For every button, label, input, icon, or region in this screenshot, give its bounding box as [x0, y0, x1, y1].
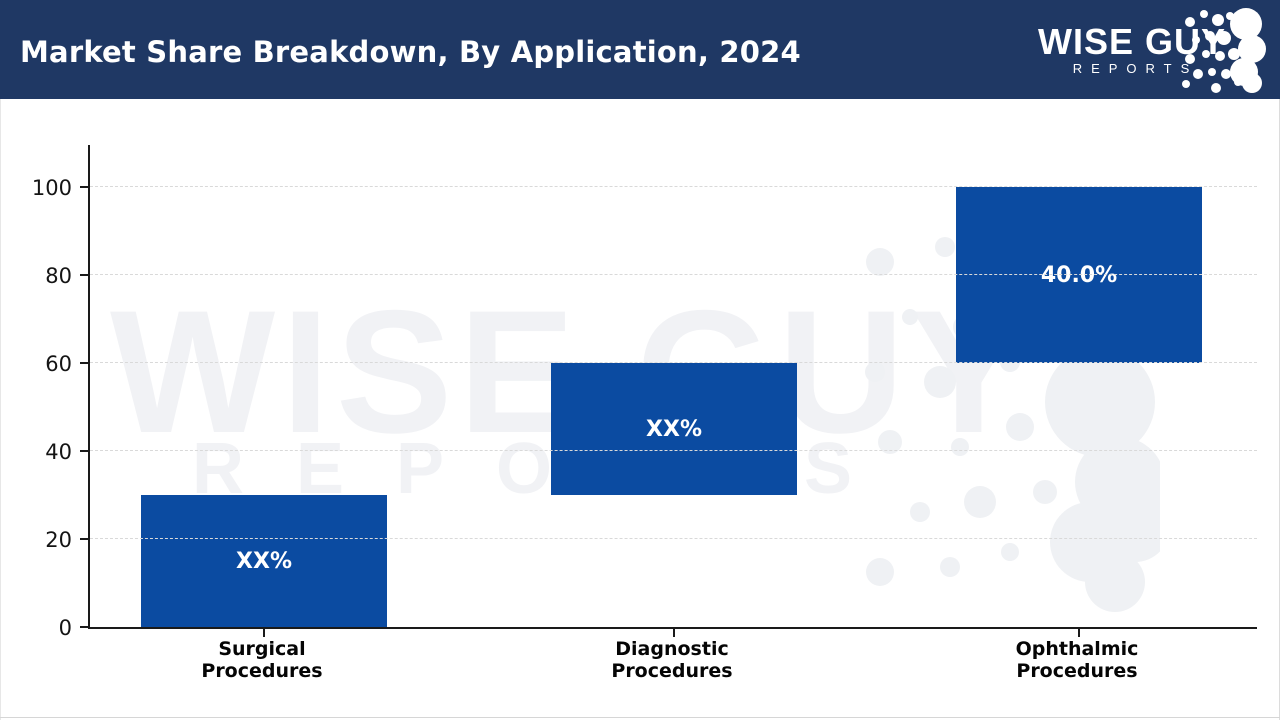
- y-axis-tick-label: 40: [45, 440, 72, 464]
- y-axis-tick-label: 100: [31, 176, 72, 200]
- y-axis-tick-label: 80: [45, 264, 72, 288]
- bar-surgical-procedures: XX%: [141, 495, 387, 627]
- page-title: Market Share Breakdown, By Application, …: [20, 35, 801, 69]
- y-axis-tick: [80, 186, 88, 188]
- x-axis-label-diagnostic: Diagnostic Procedures: [522, 638, 822, 682]
- y-axis-tick-label: 20: [45, 528, 72, 552]
- x-label-line: Procedures: [201, 659, 323, 682]
- y-gridline: [90, 538, 1257, 539]
- y-axis-tick: [80, 626, 88, 628]
- y-axis-tick: [80, 362, 88, 364]
- y-gridline: [90, 186, 1257, 187]
- y-gridline: [90, 362, 1257, 363]
- y-axis-tick: [80, 450, 88, 452]
- y-gridline: [90, 274, 1257, 275]
- x-axis-tick: [1078, 629, 1080, 637]
- y-axis-tick: [80, 274, 88, 276]
- logo-face-icon: [1182, 8, 1266, 93]
- bar-value-label: XX%: [236, 548, 292, 574]
- x-axis-label-surgical: Surgical Procedures: [112, 638, 412, 682]
- header-bar: Market Share Breakdown, By Application, …: [0, 0, 1280, 99]
- y-axis-tick: [80, 538, 88, 540]
- bar-value-label: 40.0%: [1040, 262, 1118, 288]
- y-gridline: [90, 450, 1257, 451]
- logo-reports-text: REPORTS: [1072, 61, 1199, 76]
- x-label-line: Procedures: [611, 659, 733, 682]
- bar-diagnostic-procedures: XX%: [551, 363, 797, 495]
- bar-value-label: XX%: [646, 416, 702, 442]
- page-bottom-rule: [0, 717, 1280, 718]
- page-left-border: [0, 99, 1, 720]
- x-axis-tick: [673, 629, 675, 637]
- x-label-line: Surgical: [218, 638, 306, 660]
- x-axis-label-ophthalmic: Ophthalmic Procedures: [927, 638, 1227, 682]
- plot-area: XX% XX% 40.0% 0 20 40 60 80 100: [32, 145, 1257, 640]
- x-label-line: Diagnostic: [615, 638, 729, 660]
- x-label-line: Ophthalmic: [1015, 638, 1139, 660]
- y-axis-tick-label: 0: [58, 616, 72, 640]
- x-axis-tick: [263, 629, 265, 637]
- x-label-line: Procedures: [1016, 659, 1138, 682]
- bar-ophthalmic-procedures: 40.0%: [956, 187, 1202, 363]
- y-axis-tick-label: 60: [45, 352, 72, 376]
